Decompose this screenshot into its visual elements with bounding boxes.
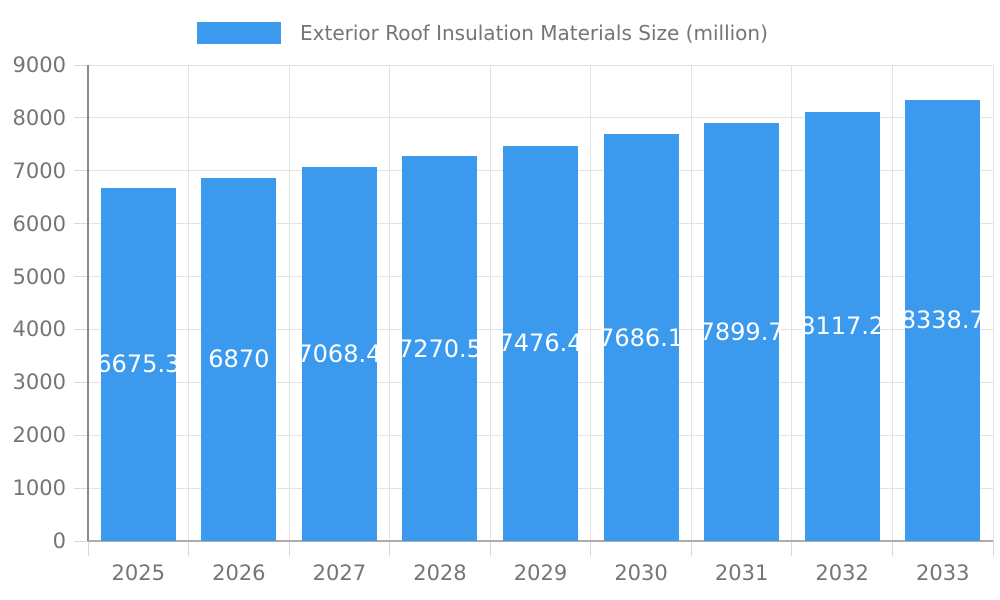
x-axis-tick xyxy=(389,541,391,556)
bar-value-label: 8117.2 xyxy=(800,312,885,341)
x-axis-tick xyxy=(489,541,491,556)
y-grid-line xyxy=(88,117,993,119)
legend-swatch-icon xyxy=(197,22,281,44)
y-axis-tick xyxy=(74,328,88,330)
x-tick-label: 2026 xyxy=(212,561,266,585)
y-tick-label: 9000 xyxy=(12,53,66,77)
x-grid-line xyxy=(288,65,290,541)
x-grid-line xyxy=(188,65,190,541)
x-grid-line xyxy=(389,65,391,541)
x-tick-label: 2025 xyxy=(111,561,165,585)
bar-value-label: 6870 xyxy=(208,345,270,374)
legend-label: Exterior Roof Insulation Materials Size … xyxy=(300,21,768,45)
y-axis-line xyxy=(87,65,89,541)
bar: 7686.1 xyxy=(599,134,683,541)
y-tick-label: 8000 xyxy=(12,105,66,130)
x-axis-tick xyxy=(87,541,89,556)
bar: 8338.7 xyxy=(901,99,985,541)
x-tick-label: 2032 xyxy=(815,561,869,585)
x-axis-tick xyxy=(891,541,893,556)
y-tick-label: 7000 xyxy=(12,158,66,183)
y-tick-label: 3000 xyxy=(12,370,66,395)
y-axis-tick xyxy=(74,64,88,66)
bar-value-label: 7476.4 xyxy=(498,329,583,358)
y-tick-label: 4000 xyxy=(12,317,66,342)
x-tick-label: 2029 xyxy=(513,561,568,585)
y-tick-label: 2000 xyxy=(12,423,66,448)
bar: 7270.5 xyxy=(398,156,482,541)
x-tick-label: 2033 xyxy=(915,561,970,585)
x-tick-label: 2028 xyxy=(413,561,467,585)
bar: 6675.3 xyxy=(96,187,180,541)
y-tick-label: 6000 xyxy=(12,211,66,236)
bar: 7068.4 xyxy=(297,167,381,541)
y-axis-tick xyxy=(74,170,88,172)
bar-value-label: 7899.7 xyxy=(699,318,784,347)
y-axis-tick xyxy=(74,276,88,278)
bar-value-label: 8338.7 xyxy=(900,306,985,335)
x-axis-tick xyxy=(690,541,692,556)
x-grid-line xyxy=(891,65,893,541)
x-grid-line xyxy=(590,65,592,541)
y-axis-tick xyxy=(74,381,88,383)
x-grid-line xyxy=(992,65,994,541)
y-axis-tick xyxy=(74,117,88,119)
chart-legend: Exterior Roof Insulation Materials Size … xyxy=(197,22,768,44)
bar-value-label: 7068.4 xyxy=(297,340,382,369)
y-tick-label: 5000 xyxy=(12,264,66,289)
y-grid-line xyxy=(88,64,993,66)
y-axis-tick xyxy=(74,434,88,436)
x-axis-tick xyxy=(188,541,190,556)
x-tick-label: 2027 xyxy=(312,561,367,585)
x-axis-tick xyxy=(992,541,994,556)
bar-value-label: 6675.3 xyxy=(96,350,181,379)
y-tick-label: 1000 xyxy=(12,476,66,501)
x-tick-label: 2030 xyxy=(614,561,668,585)
bar-value-label: 7270.5 xyxy=(397,334,482,363)
x-grid-line xyxy=(489,65,491,541)
y-axis-tick xyxy=(74,223,88,225)
x-grid-line xyxy=(791,65,793,541)
y-axis-tick xyxy=(74,540,88,542)
x-axis-tick xyxy=(288,541,290,556)
x-grid-line xyxy=(690,65,692,541)
x-axis-line xyxy=(88,540,993,542)
y-tick-label: 0 xyxy=(52,529,66,553)
bar: 7899.7 xyxy=(700,123,784,541)
bar: 6870 xyxy=(201,177,277,541)
y-axis-tick xyxy=(74,487,88,489)
bar: 8117.2 xyxy=(800,111,884,541)
x-tick-label: 2031 xyxy=(714,561,769,585)
bar-value-label: 7686.1 xyxy=(599,323,684,352)
x-axis-tick xyxy=(791,541,793,556)
bar: 7476.4 xyxy=(499,145,583,541)
x-axis-tick xyxy=(590,541,592,556)
